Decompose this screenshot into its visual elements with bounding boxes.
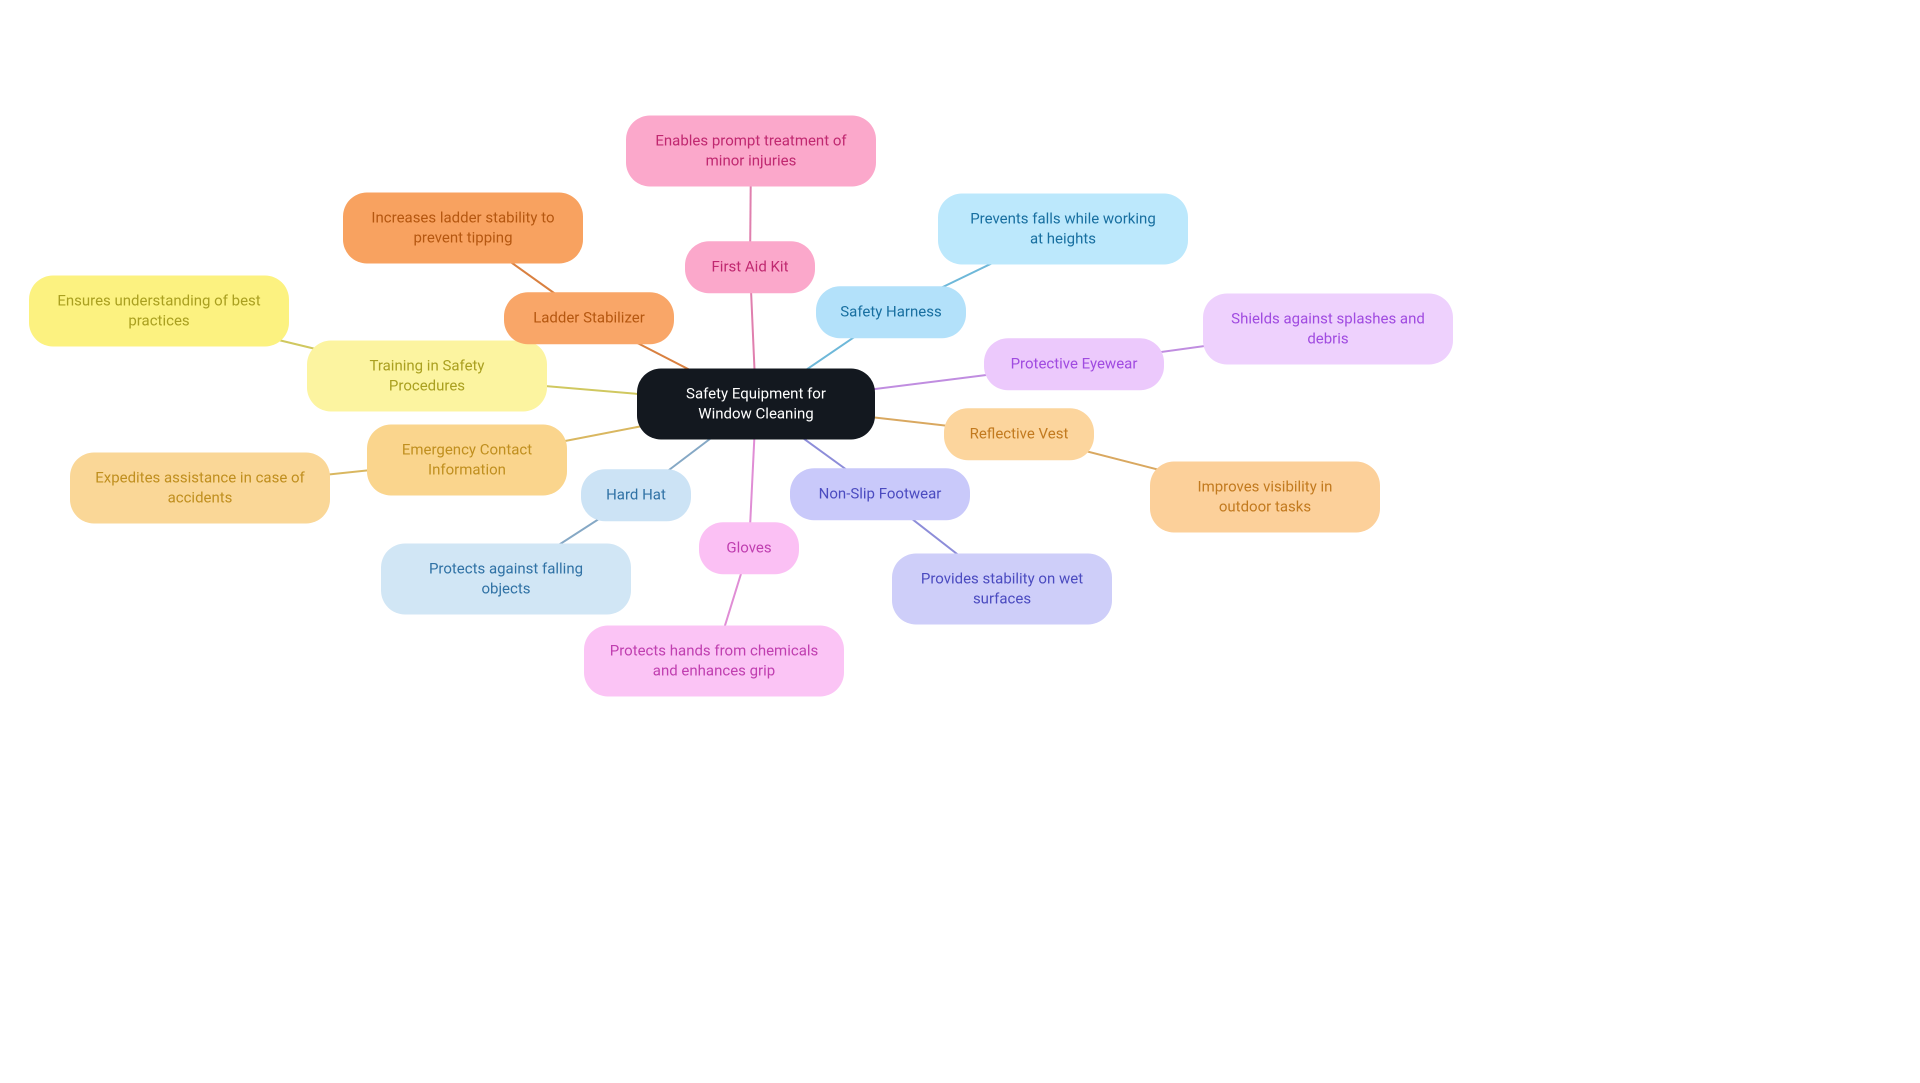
leaf-node-gloves: Protects hands from chemicals and enhanc…	[584, 626, 844, 697]
center-node: Safety Equipment for Window Cleaning	[637, 369, 875, 440]
branch-node-footwear: Non-Slip Footwear	[790, 468, 970, 520]
leaf-node-footwear: Provides stability on wet surfaces	[892, 554, 1112, 625]
branch-node-emergency: Emergency Contact Information	[367, 425, 567, 496]
leaf-node-ladder: Increases ladder stability to prevent ti…	[343, 193, 583, 264]
branch-node-firstaid: First Aid Kit	[685, 241, 815, 293]
branch-node-training: Training in Safety Procedures	[307, 341, 547, 412]
branch-node-harness: Safety Harness	[816, 286, 966, 338]
branch-node-ladder: Ladder Stabilizer	[504, 292, 674, 344]
branch-node-vest: Reflective Vest	[944, 408, 1094, 460]
leaf-node-training: Ensures understanding of best practices	[29, 276, 289, 347]
leaf-node-eyewear: Shields against splashes and debris	[1203, 294, 1453, 365]
leaf-node-harness: Prevents falls while working at heights	[938, 194, 1188, 265]
branch-node-eyewear: Protective Eyewear	[984, 338, 1164, 390]
branch-node-gloves: Gloves	[699, 522, 799, 574]
edge-layer	[0, 0, 1920, 1083]
leaf-node-vest: Improves visibility in outdoor tasks	[1150, 462, 1380, 533]
leaf-node-hardhat: Protects against falling objects	[381, 544, 631, 615]
branch-node-hardhat: Hard Hat	[581, 469, 691, 521]
leaf-node-firstaid: Enables prompt treatment of minor injuri…	[626, 116, 876, 187]
leaf-node-emergency: Expedites assistance in case of accident…	[70, 453, 330, 524]
